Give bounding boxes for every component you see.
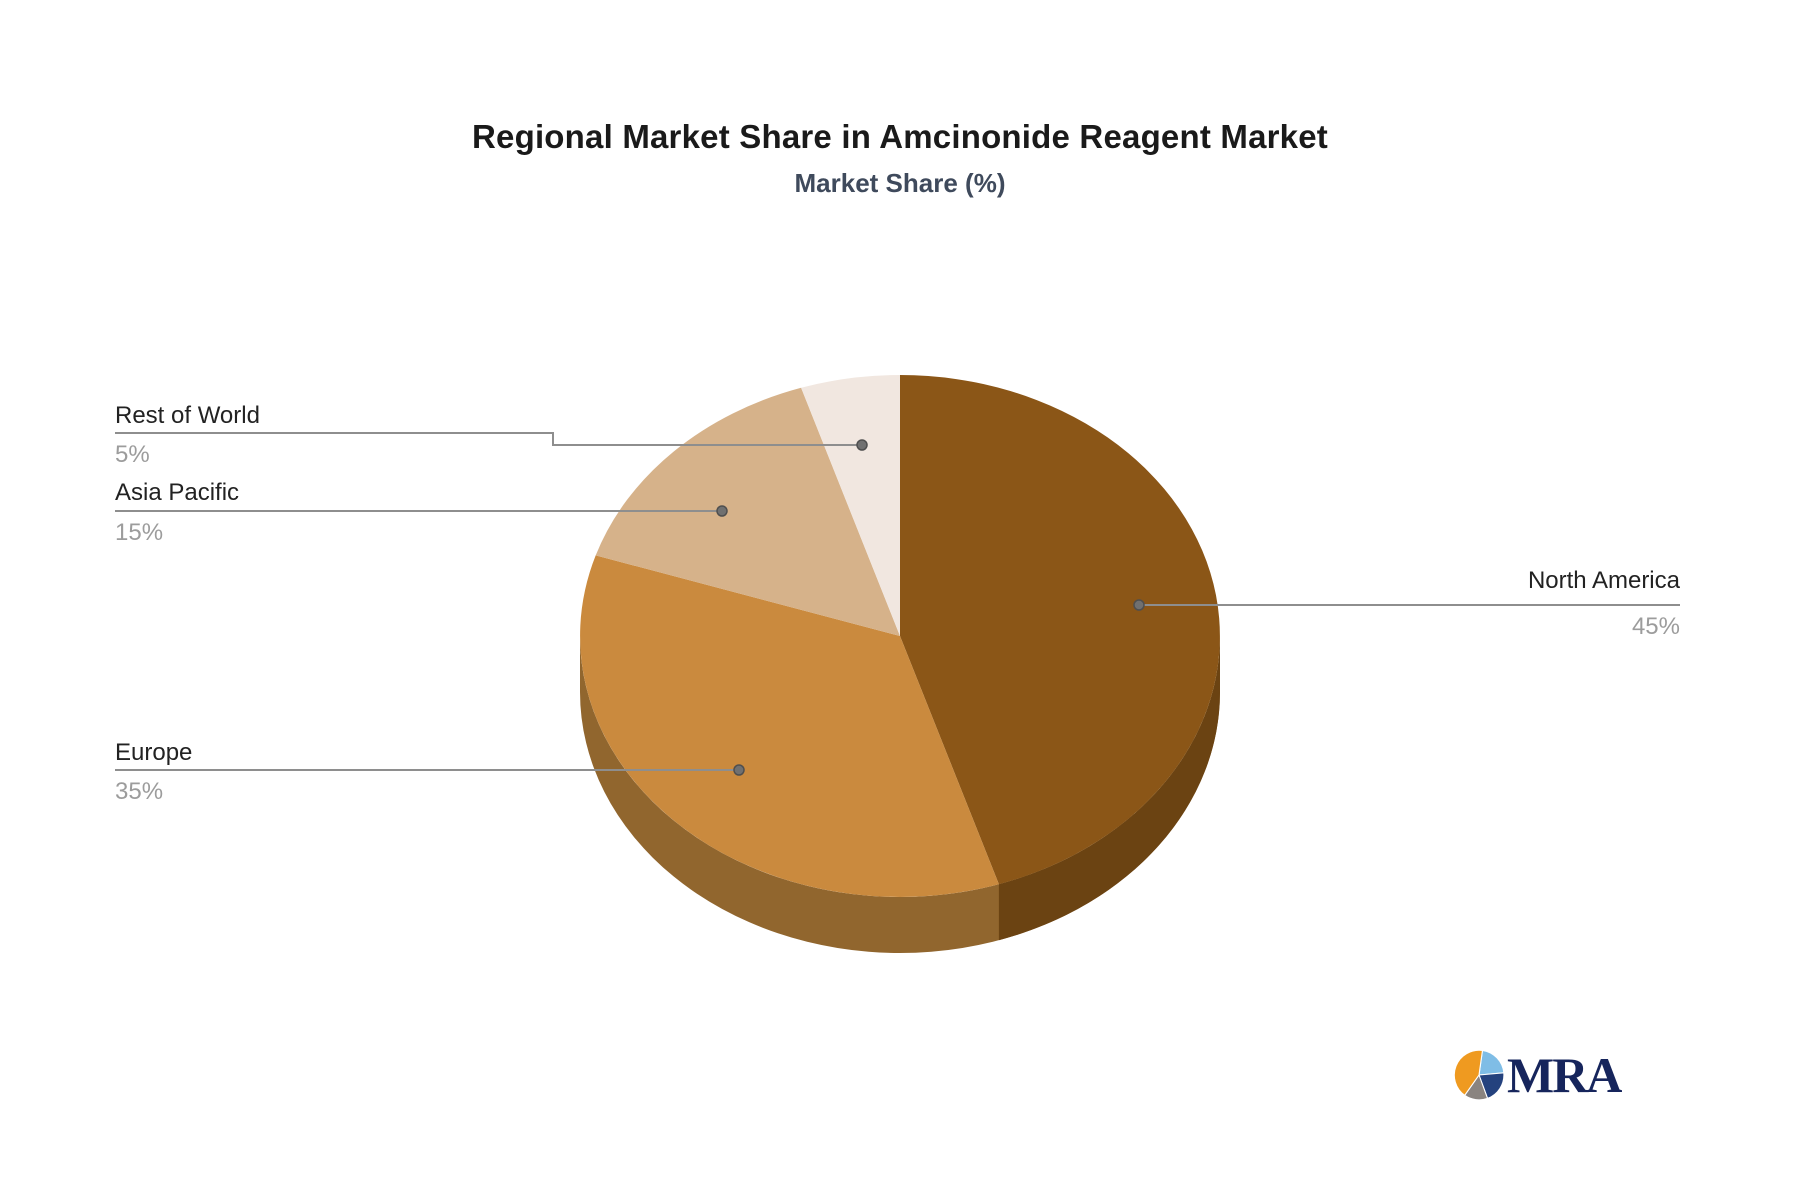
value-north-america: 45% <box>1631 613 1680 640</box>
leader-dot-north-america <box>1133 599 1145 611</box>
pie-slice-europe[interactable] <box>580 555 999 897</box>
mra-logo: MRA <box>1453 1040 1713 1110</box>
pie-slice-north-america[interactable] <box>900 375 1220 885</box>
pie-slice-rest-of-world[interactable] <box>801 375 900 636</box>
mra-logo-text: MRA <box>1507 1047 1622 1103</box>
label-asia-pacific: Asia Pacific <box>115 479 240 506</box>
value-europe: 35% <box>115 778 164 805</box>
value-asia-pacific: 15% <box>115 519 164 546</box>
pie-slice-asia-pacific[interactable] <box>595 387 900 636</box>
label-north-america: North America <box>1527 567 1680 594</box>
value-rest-of-world: 5% <box>115 441 150 468</box>
chart-subtitle: Market Share (%) <box>794 168 1006 198</box>
leader-dot-europe <box>733 764 745 776</box>
leader-line-rest-of-world <box>115 432 858 446</box>
label-rest-of-world: Rest of World <box>115 402 260 429</box>
chart-title: Regional Market Share in Amcinonide Reag… <box>472 118 1328 155</box>
pie-side-north-america <box>998 636 1220 941</box>
label-europe: Europe <box>115 739 193 766</box>
mra-logo-pie-icon <box>1453 1049 1505 1101</box>
leader-dot-rest-of-world <box>856 439 868 451</box>
leader-dot-asia-pacific <box>716 505 728 517</box>
